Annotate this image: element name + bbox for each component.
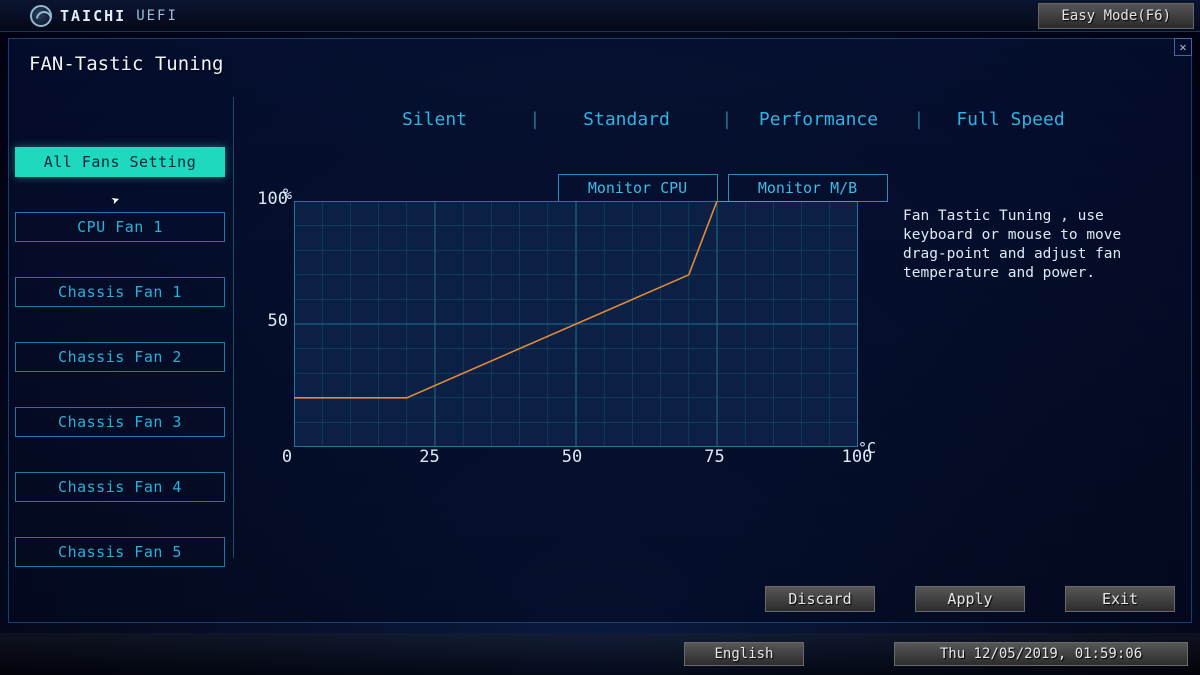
brand-logo-icon bbox=[30, 5, 52, 27]
monitor-row: Monitor CPU Monitor M/B bbox=[254, 174, 1191, 202]
status-bar: English Thu 12/05/2019, 01:59:06 bbox=[0, 633, 1200, 675]
sidebar-item-chassis-fan-5[interactable]: Chassis Fan 5 bbox=[15, 537, 225, 567]
content-area: All Fans Setting CPU Fan 1 Chassis Fan 1… bbox=[9, 97, 1191, 558]
sidebar-item-chassis-fan-2[interactable]: Chassis Fan 2 bbox=[15, 342, 225, 372]
x-tick-label: 75 bbox=[704, 447, 724, 467]
brand-sub: UEFI bbox=[136, 8, 178, 24]
sidebar-item-cpu-fan-1[interactable]: CPU Fan 1 bbox=[15, 212, 225, 242]
sidebar-item-chassis-fan-4[interactable]: Chassis Fan 4 bbox=[15, 472, 225, 502]
dialog-window: ✕ FAN-Tastic Tuning All Fans Setting CPU… bbox=[8, 38, 1192, 623]
help-text: Fan Tastic Tuning , use keyboard or mous… bbox=[903, 207, 1168, 283]
page-title: FAN-Tastic Tuning bbox=[9, 39, 1191, 75]
preset-row: Silent | Standard | Performance | Full S… bbox=[254, 109, 1191, 130]
brand: TAICHI UEFI bbox=[30, 5, 178, 27]
preset-performance[interactable]: Performance bbox=[724, 109, 914, 130]
preset-standard[interactable]: Standard bbox=[532, 109, 722, 130]
dialog-action-row: Discard Apply Exit bbox=[765, 586, 1175, 612]
apply-button[interactable]: Apply bbox=[915, 586, 1025, 612]
language-button[interactable]: English bbox=[684, 642, 804, 666]
close-icon[interactable]: ✕ bbox=[1174, 38, 1192, 56]
monitor-mb-button[interactable]: Monitor M/B bbox=[728, 174, 888, 202]
monitor-cpu-button[interactable]: Monitor CPU bbox=[558, 174, 718, 202]
preset-silent[interactable]: Silent bbox=[340, 109, 530, 130]
main-panel: Silent | Standard | Performance | Full S… bbox=[234, 97, 1191, 558]
discard-button[interactable]: Discard bbox=[765, 586, 875, 612]
x-tick-label: 0 bbox=[282, 447, 292, 467]
fan-list-sidebar: All Fans Setting CPU Fan 1 Chassis Fan 1… bbox=[9, 97, 234, 558]
y-tick-label: 50 bbox=[268, 311, 288, 331]
exit-button[interactable]: Exit bbox=[1065, 586, 1175, 612]
sidebar-item-chassis-fan-1[interactable]: Chassis Fan 1 bbox=[15, 277, 225, 307]
top-bar: TAICHI UEFI Easy Mode(F6) bbox=[0, 0, 1200, 32]
sidebar-item-chassis-fan-3[interactable]: Chassis Fan 3 bbox=[15, 407, 225, 437]
brand-name: TAICHI bbox=[60, 7, 126, 25]
x-tick-label: 100 bbox=[842, 447, 873, 467]
x-tick-label: 50 bbox=[562, 447, 582, 467]
x-tick-label: 25 bbox=[419, 447, 439, 467]
sidebar-item-all-fans[interactable]: All Fans Setting bbox=[15, 147, 225, 177]
easy-mode-button[interactable]: Easy Mode(F6) bbox=[1038, 3, 1194, 29]
datetime-display: Thu 12/05/2019, 01:59:06 bbox=[894, 642, 1188, 666]
preset-full-speed[interactable]: Full Speed bbox=[916, 109, 1106, 130]
y-tick-label: 100 bbox=[257, 189, 288, 209]
chart-svg[interactable] bbox=[294, 201, 858, 447]
